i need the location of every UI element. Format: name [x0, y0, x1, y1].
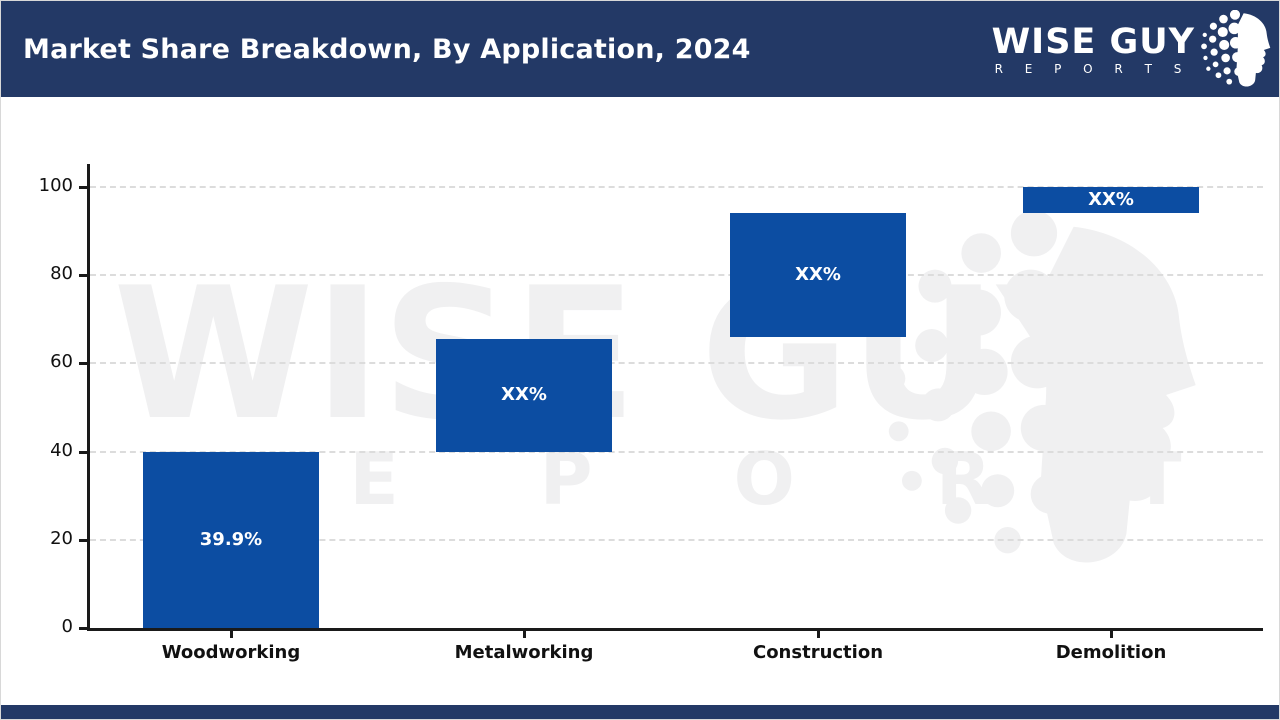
- bar-value-label: XX%: [1088, 189, 1134, 211]
- category-label: Metalworking: [454, 642, 594, 663]
- bar-woodworking: 39.9%: [143, 452, 319, 628]
- x-tick-mark: [1110, 631, 1113, 638]
- page-title: Market Share Breakdown, By Application, …: [23, 33, 751, 65]
- y-tick-mark: [79, 274, 87, 278]
- watermark-wordmark: WISE GUY: [113, 248, 1130, 460]
- brand-face-icon: [1201, 10, 1271, 87]
- footer-bar: [1, 705, 1279, 719]
- gridline: [90, 538, 1263, 541]
- y-tick-label: 80: [50, 263, 73, 285]
- brand-wordmark: WISE GUY: [991, 22, 1195, 62]
- category-label: Woodworking: [161, 642, 301, 663]
- brand-logo-text: WISE GUY R E P O R T S: [992, 24, 1195, 76]
- gridline: [90, 186, 1263, 188]
- y-tick-label: 100: [38, 175, 73, 196]
- y-tick-label: 20: [50, 527, 73, 549]
- bar-value-label: 39.9%: [199, 529, 263, 550]
- y-tick-mark: [79, 362, 87, 366]
- category-label: Construction: [752, 642, 884, 663]
- header-bar: Market Share Breakdown, By Application, …: [1, 1, 1279, 97]
- x-tick-mark: [523, 631, 526, 638]
- brand-logo: WISE GUY R E P O R T S: [992, 8, 1271, 92]
- bar-value-label: XX%: [501, 384, 547, 406]
- bar-metalworking: XX%: [436, 339, 612, 452]
- x-tick-mark: [817, 631, 820, 638]
- gridline: [90, 450, 1263, 453]
- x-axis: [87, 628, 1263, 631]
- x-tick-mark: [230, 631, 233, 638]
- bar-value-label: XX%: [795, 264, 841, 286]
- y-tick-mark: [79, 450, 87, 454]
- y-tick-label: 60: [50, 351, 73, 373]
- y-tick-label: 0: [61, 616, 73, 637]
- category-label: Demolition: [1055, 642, 1167, 663]
- bar-construction: XX%: [730, 213, 906, 337]
- y-tick-mark: [79, 627, 87, 630]
- y-tick-mark: [79, 538, 87, 542]
- bar-demolition: XX%: [1023, 187, 1199, 214]
- y-tick-label: 40: [50, 439, 73, 461]
- watermark-face-icon: [878, 210, 1196, 563]
- y-axis: [87, 164, 90, 631]
- gridline: [90, 362, 1263, 365]
- gridline: [90, 274, 1263, 277]
- y-tick-mark: [79, 186, 87, 189]
- brand-reports-text: R E P O R T S: [994, 62, 1191, 76]
